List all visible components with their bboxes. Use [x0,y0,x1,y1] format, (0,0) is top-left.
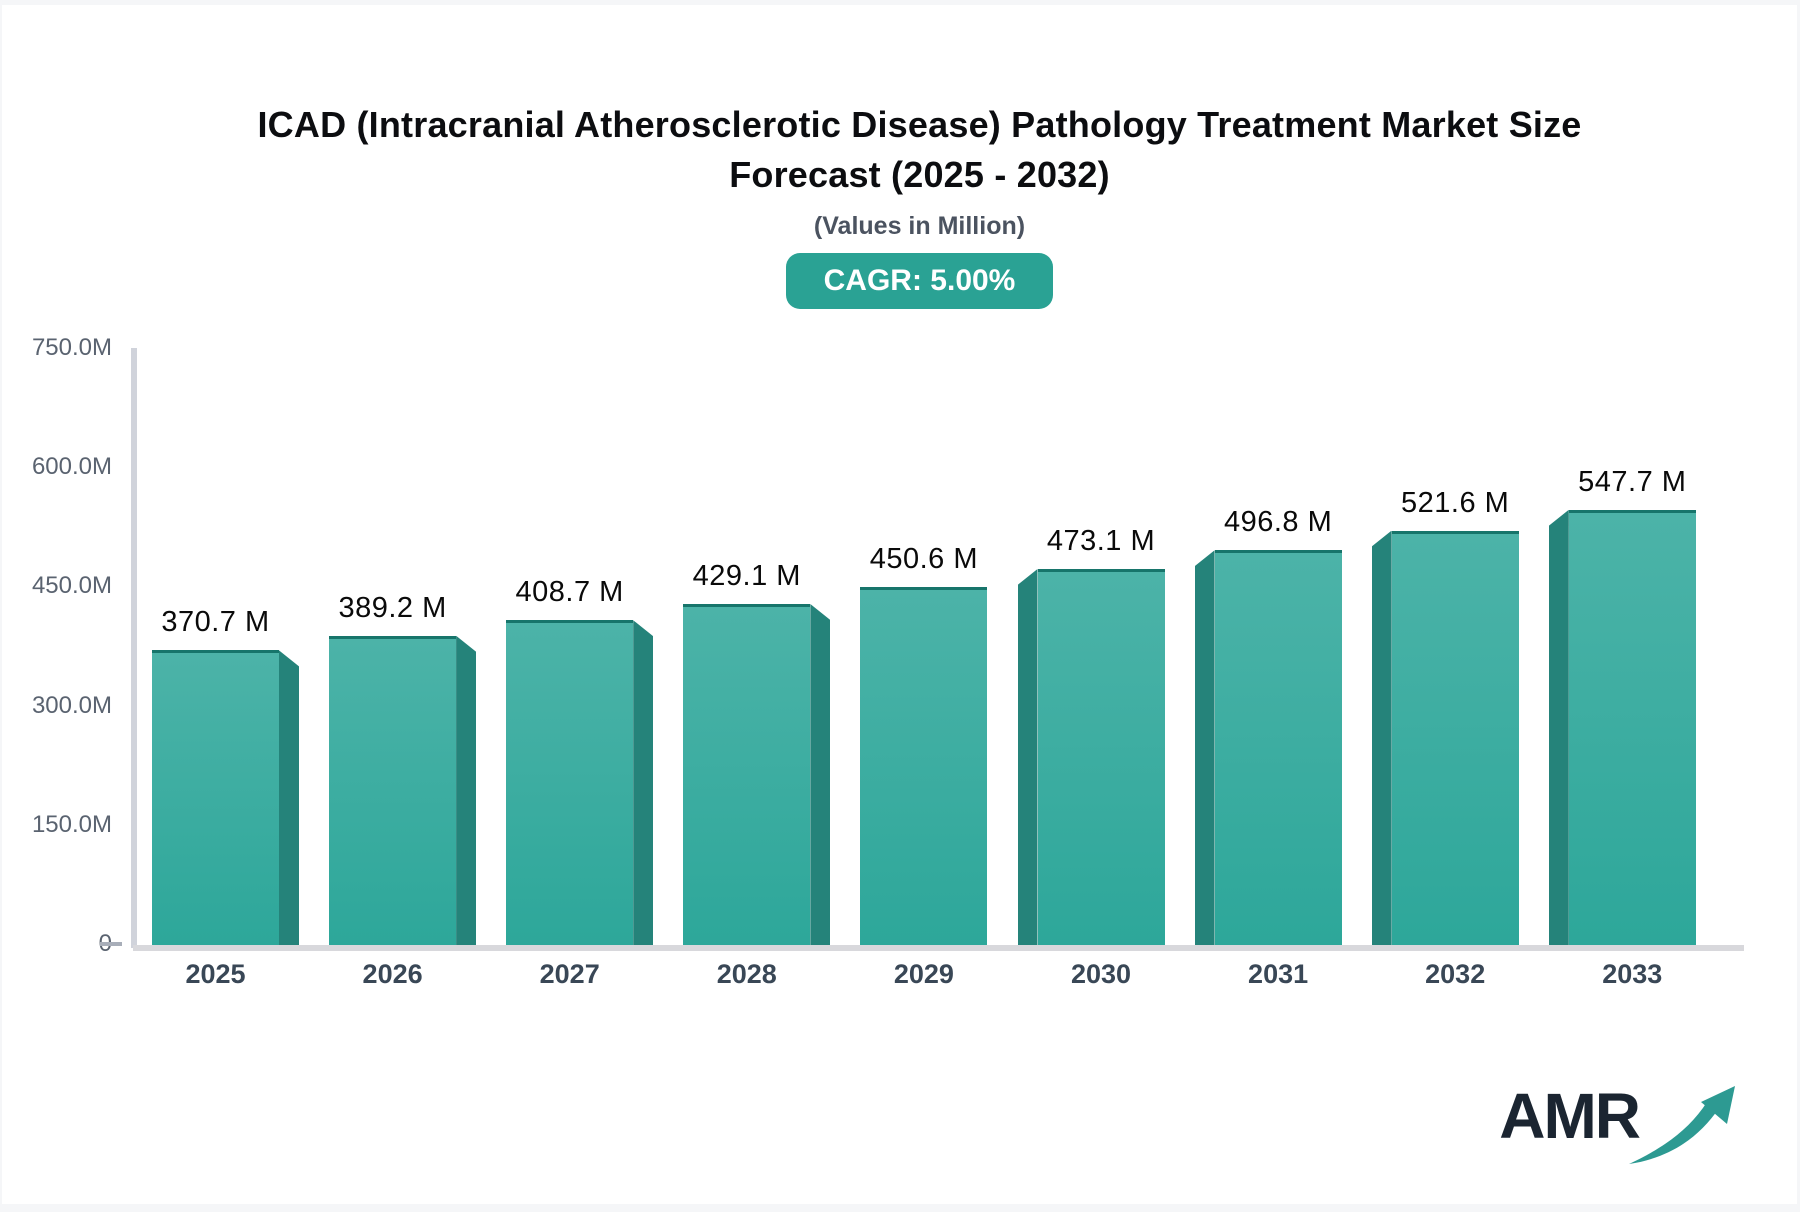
x-axis-tick-label: 2026 [362,959,423,989]
chart-title: ICAD (Intracranial Atherosclerotic Disea… [42,100,1797,200]
bar-front-face [329,635,457,945]
bar-side-face [1194,550,1215,945]
bar-2031 [1194,550,1342,945]
y-axis-line [131,348,137,948]
bar-side-face [1548,509,1569,945]
bar-value-label: 547.7 M [1578,465,1687,498]
bar-2033 [1548,509,1696,945]
bar-front-face [506,620,634,945]
y-axis-tick-label: 300.0M [31,691,112,719]
bar-2030 [1017,569,1165,945]
x-axis-tick-label: 2027 [539,959,600,989]
bar-side-face [810,604,831,945]
bar-value-label: 429.1 M [692,560,801,592]
bar-value-label: 450.6 M [869,542,979,575]
chart-title-line1: ICAD (Intracranial Atherosclerotic Disea… [257,104,1582,145]
y-axis-tick-label: 750.0M [31,334,112,361]
bar-2027 [506,620,654,945]
x-axis-tick-label: 2028 [716,959,777,989]
bar-chart: 750.0M 600.0M 450.0M 300.0M 150.0M 0 370.7 M 20… [2,305,1800,1017]
bar-front-face [860,586,988,945]
bar-side-face [1371,530,1392,945]
bar-2025 [152,650,299,945]
amr-logo: AMR [1499,1066,1745,1166]
bar-value-label: 496.8 M [1223,506,1333,539]
x-axis-line [133,945,1744,951]
bar-front-face [1214,550,1342,945]
bar-side-face [456,635,477,945]
amr-logo-text: AMR [1499,1080,1641,1152]
bar-2026 [329,635,477,945]
chart-card: ICAD (Intracranial Atherosclerotic Disea… [2,5,1797,1204]
bar-2032 [1371,530,1519,945]
y-axis-tick-label: 150.0M [31,810,112,838]
y-axis-tick-label: 0 [2,930,112,958]
bar-front-face [1037,569,1165,945]
bar-value-label: 521.6 M [1401,486,1510,519]
bar-2028 [683,604,831,945]
x-axis-tick-label: 2032 [1425,959,1486,989]
bar-value-label: 389.2 M [338,591,447,624]
x-axis-tick-label: 2025 [185,959,246,989]
y-axis-tick-label: 600.0M [31,453,112,481]
x-axis-tick-label: 2029 [893,959,954,989]
chart-title-line2: Forecast (2025 - 2032) [729,154,1110,195]
bar-value-label: 473.1 M [1046,525,1156,558]
growth-arrow-icon [1629,1086,1735,1164]
bar-front-face [152,650,279,945]
cagr-badge: CAGR: 5.00% [785,253,1054,309]
chart-header: ICAD (Intracranial Atherosclerotic Disea… [2,5,1797,309]
bar-side-face [279,650,299,945]
x-axis-tick-label: 2030 [1070,959,1132,989]
x-axis-tick-label: 2031 [1248,959,1309,989]
y-axis-tick-label: 450.0M [31,572,112,600]
bar-value-label: 370.7 M [161,606,270,639]
bar-value-label: 408.7 M [515,576,624,609]
bar-2029 [860,586,988,945]
bar-front-face [683,604,811,945]
bar-front-face [1391,530,1519,945]
zero-tick-dash [100,942,122,946]
bar-side-face [633,620,654,945]
x-axis-tick-label: 2033 [1602,959,1663,989]
bar-front-face [1568,509,1696,945]
bar-side-face [1017,569,1038,945]
chart-subtitle: (Values in Million) [813,212,1026,240]
